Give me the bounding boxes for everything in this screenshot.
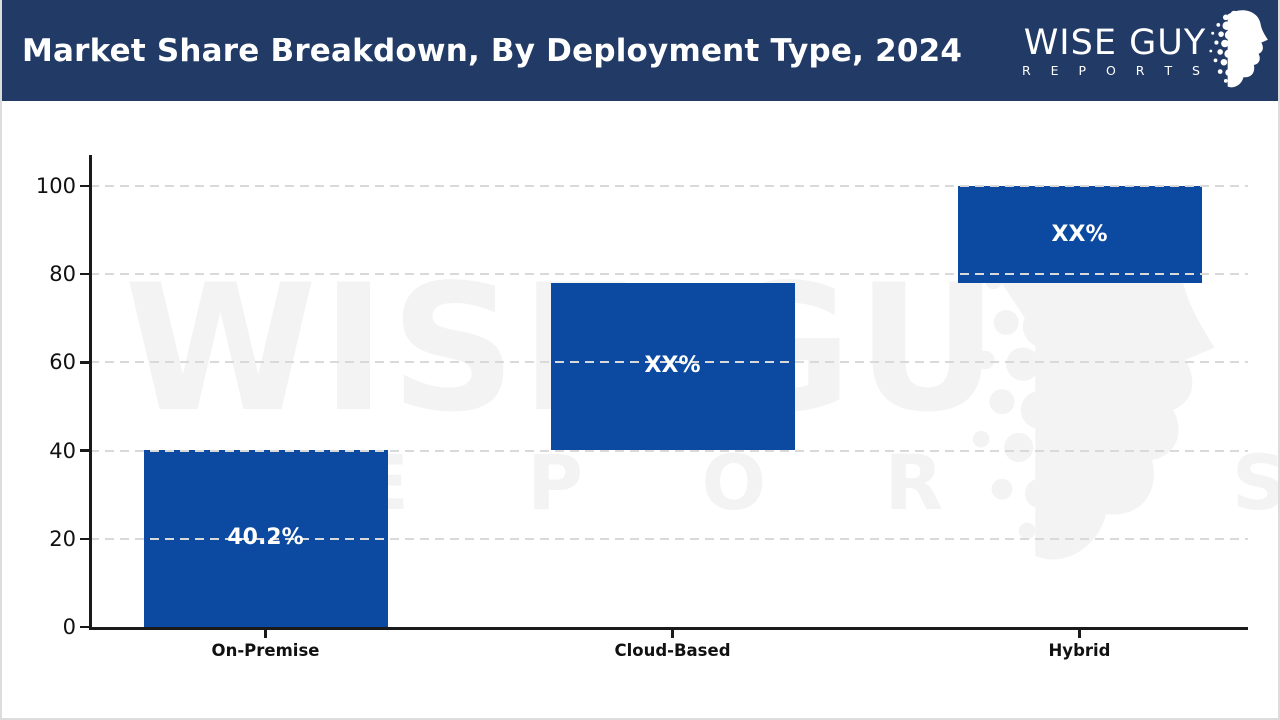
y-axis-tick-mark <box>80 361 90 364</box>
brand-subtitle: R E P O R T S <box>1021 62 1208 78</box>
gridline-40 <box>90 449 1248 452</box>
y-axis-tick-label: 40 <box>49 438 76 463</box>
face-profile-icon <box>1209 10 1268 88</box>
y-axis-tick-label: 20 <box>49 526 76 551</box>
x-axis-category-label: Cloud-Based <box>614 641 731 660</box>
bar-cloud-based <box>550 283 795 450</box>
bar-value-label: 40.2% <box>227 525 304 551</box>
y-axis-tick-label: 100 <box>35 174 76 198</box>
y-axis-line <box>88 155 92 630</box>
gridline-20 <box>90 537 1248 540</box>
y-axis-tick-mark <box>80 184 90 188</box>
x-axis-line <box>88 627 1248 630</box>
y-axis-tick-label: 60 <box>49 350 76 375</box>
x-axis-category-label: Hybrid <box>1048 641 1111 660</box>
y-axis-tick-mark <box>80 272 90 276</box>
y-axis-tick-label: 80 <box>49 262 76 287</box>
x-axis-category-label: On-Premise <box>211 641 320 660</box>
y-axis-tick-mark <box>80 625 90 629</box>
y-axis-tick-mark <box>80 449 90 452</box>
x-axis-tick-mark <box>671 630 674 638</box>
gridline-100 <box>90 185 1248 187</box>
bar-value-label: XX% <box>1051 221 1108 247</box>
brand-name: WISE GUY <box>1023 22 1207 63</box>
gridline-80 <box>90 273 1248 276</box>
gridline-60 <box>90 361 1248 364</box>
bar-value-label: XX% <box>644 353 701 379</box>
x-axis-tick-mark <box>1078 630 1081 638</box>
header-bar: Market Share Breakdown, By Deployment Ty… <box>2 0 1278 101</box>
brand-logo: WISE GUY R E P O R T S <box>1022 4 1272 98</box>
chart-title: Market Share Breakdown, By Deployment Ty… <box>22 32 963 69</box>
x-axis-tick-mark <box>264 630 267 638</box>
brand-logo-text: WISE GUY R E P O R T S <box>1022 24 1208 79</box>
y-axis-tick-mark <box>80 537 90 541</box>
y-axis-tick-label: 0 <box>62 615 76 639</box>
